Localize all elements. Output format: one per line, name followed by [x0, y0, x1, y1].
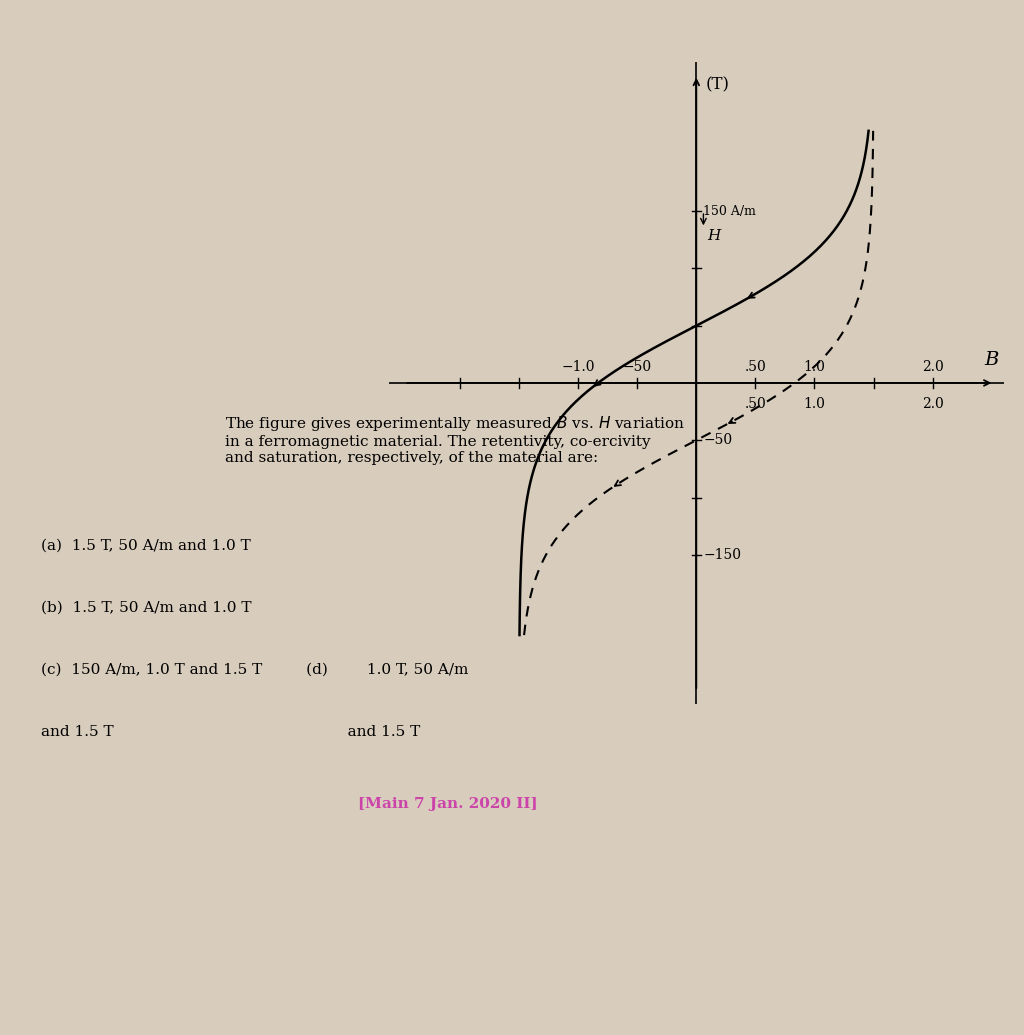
Text: The figure gives experimentally measured $B$ vs. $H$ variation
in a ferromagneti: The figure gives experimentally measured… — [225, 414, 685, 466]
Text: B: B — [984, 351, 998, 369]
Text: −150: −150 — [703, 548, 741, 562]
Text: [Main 7 Jan. 2020 II]: [Main 7 Jan. 2020 II] — [358, 797, 538, 811]
Text: 150 A/m: 150 A/m — [703, 205, 757, 217]
Text: −50: −50 — [623, 360, 652, 374]
Text: 1.0: 1.0 — [804, 396, 825, 411]
Text: (b)  1.5 T, 50 A/m and 1.0 T: (b) 1.5 T, 50 A/m and 1.0 T — [41, 600, 252, 615]
Text: H: H — [707, 230, 720, 243]
Text: and 1.5 T                                                and 1.5 T: and 1.5 T and 1.5 T — [41, 724, 420, 739]
Text: .50: .50 — [744, 396, 766, 411]
Text: .50: .50 — [744, 360, 766, 374]
Text: 2.0: 2.0 — [922, 360, 943, 374]
Text: −50: −50 — [703, 434, 732, 447]
Text: 1.0: 1.0 — [804, 360, 825, 374]
Text: (a)  1.5 T, 50 A/m and 1.0 T: (a) 1.5 T, 50 A/m and 1.0 T — [41, 538, 251, 553]
Text: −1.0: −1.0 — [561, 360, 595, 374]
Text: 2.0: 2.0 — [922, 396, 943, 411]
Text: (T): (T) — [706, 76, 730, 93]
Text: (c)  150 A/m, 1.0 T and 1.5 T         (d)        1.0 T, 50 A/m: (c) 150 A/m, 1.0 T and 1.5 T (d) 1.0 T, … — [41, 662, 468, 677]
